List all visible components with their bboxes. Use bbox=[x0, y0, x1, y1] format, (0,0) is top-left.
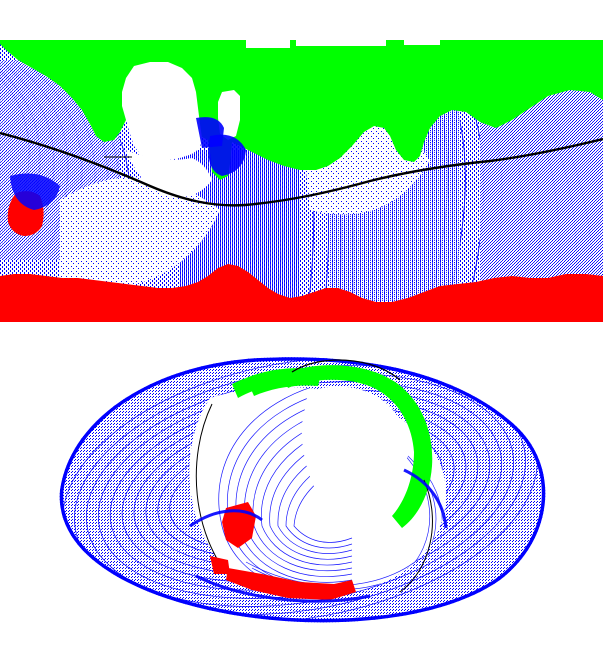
globe-limb-arc bbox=[291, 359, 401, 381]
north-band-gap-c bbox=[404, 40, 440, 45]
globe-ridge-lines bbox=[189, 468, 448, 603]
globe-red-patch-small bbox=[210, 556, 230, 574]
north-band-gap-a bbox=[246, 40, 290, 48]
cusp-patch-left bbox=[10, 173, 60, 210]
globe-polar-void bbox=[301, 386, 408, 520]
globe-polar-cap-green-lobe bbox=[232, 370, 294, 398]
globe-projection-panel: globe-projection-panel bbox=[0, 330, 603, 645]
outer-shell-rim bbox=[59, 357, 546, 623]
globe-terminator-right bbox=[399, 479, 433, 593]
north-void-lower-lobe bbox=[126, 150, 212, 198]
map-projection-panel: map-projection-panel bbox=[0, 40, 603, 322]
north-void-region bbox=[122, 62, 202, 162]
globe-projection-svg: globe-projection-panel bbox=[59, 357, 546, 623]
field-line-sparse-patch-a bbox=[60, 177, 220, 291]
map-projection-svg: map-projection-panel bbox=[0, 40, 603, 322]
north-band-gap-b bbox=[296, 40, 386, 46]
globe-red-patch-lower bbox=[226, 568, 356, 600]
separatrix-curve bbox=[0, 131, 603, 207]
cusp-patch-center-b bbox=[196, 117, 224, 148]
south-open-flux-band bbox=[0, 264, 603, 322]
globe-content-group bbox=[59, 357, 546, 623]
map-content-group bbox=[0, 40, 603, 322]
